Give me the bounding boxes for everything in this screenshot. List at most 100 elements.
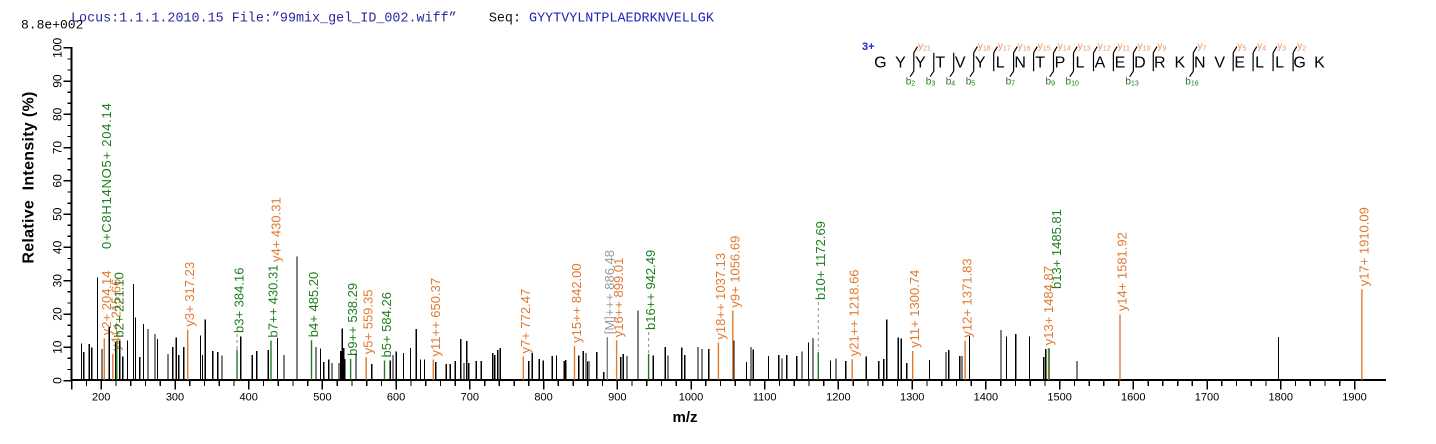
- svg-text:y2+ 204.14: y2+ 204.14: [99, 270, 114, 335]
- svg-text:E: E: [1115, 55, 1126, 72]
- svg-text:G: G: [874, 55, 886, 72]
- svg-text:20: 20: [50, 307, 64, 321]
- svg-text:y9: y9: [1158, 41, 1167, 52]
- svg-text:b10: b10: [1066, 77, 1079, 88]
- svg-text:y9+ 1056.69: y9+ 1056.69: [727, 236, 742, 308]
- svg-text:b3+ 384.16: b3+ 384.16: [232, 268, 247, 333]
- svg-text:0: 0: [50, 377, 64, 384]
- svg-text:90: 90: [50, 74, 64, 88]
- svg-text:1400: 1400: [974, 392, 998, 404]
- svg-text:y11+ 1300.74: y11+ 1300.74: [907, 270, 922, 348]
- svg-text:1500: 1500: [1047, 392, 1071, 404]
- svg-text:y7: y7: [1198, 41, 1207, 52]
- svg-text:200: 200: [92, 392, 110, 404]
- svg-text:30: 30: [50, 274, 64, 288]
- svg-text:0+C8H14NO5+ 204.14: 0+C8H14NO5+ 204.14: [99, 103, 114, 249]
- svg-text:T: T: [935, 55, 945, 72]
- svg-text:70: 70: [50, 141, 64, 155]
- svg-text:b5+ 584.26: b5+ 584.26: [379, 292, 394, 357]
- svg-text:y13: y13: [1078, 41, 1091, 52]
- svg-text:y18: y18: [978, 41, 991, 52]
- svg-text:b16: b16: [1185, 77, 1198, 88]
- svg-text:y21: y21: [918, 41, 931, 52]
- svg-text:y15: y15: [1038, 41, 1051, 52]
- svg-text:60: 60: [50, 174, 64, 188]
- svg-text:y14: y14: [1058, 41, 1071, 52]
- svg-text:b13+ 1485.81: b13+ 1485.81: [1049, 209, 1064, 289]
- svg-text:8.8e+002: 8.8e+002: [21, 18, 83, 33]
- svg-text:b3: b3: [926, 77, 936, 88]
- svg-text:1000: 1000: [679, 392, 703, 404]
- svg-text:1100: 1100: [753, 392, 777, 404]
- svg-text:y11++ 650.37: y11++ 650.37: [428, 278, 443, 357]
- svg-text:m/z: m/z: [673, 409, 698, 426]
- svg-text:G: G: [1293, 55, 1305, 72]
- svg-text:A: A: [1095, 55, 1106, 72]
- svg-text:Locus:1.1.1.2010.15 File:”99mi: Locus:1.1.1.2010.15 File:”99mix_gel_ID_0…: [71, 12, 715, 27]
- svg-text:y4: y4: [1257, 41, 1266, 52]
- svg-text:y14+ 1581.92: y14+ 1581.92: [1115, 232, 1130, 311]
- svg-text:N: N: [1194, 55, 1206, 72]
- svg-text:[M]+++ 886.48: [M]+++ 886.48: [602, 250, 617, 334]
- svg-text:y18++ 1037.13: y18++ 1037.13: [713, 253, 728, 340]
- svg-text:y12+ 1371.83: y12+ 1371.83: [960, 258, 975, 337]
- svg-text:N: N: [1014, 55, 1026, 72]
- svg-text:L: L: [1275, 55, 1284, 72]
- svg-text:y17: y17: [998, 41, 1011, 52]
- svg-text:Y: Y: [975, 55, 986, 72]
- svg-text:b16++ 942.49: b16++ 942.49: [643, 250, 658, 330]
- svg-text:y5+ 559.35: y5+ 559.35: [361, 289, 376, 354]
- svg-text:y10: y10: [1138, 41, 1151, 52]
- svg-text:y4+ 430.31: y4+ 430.31: [269, 197, 284, 262]
- svg-text:y21++ 1218.66: y21++ 1218.66: [847, 269, 862, 356]
- svg-text:10: 10: [50, 340, 64, 354]
- svg-text:D: D: [1134, 55, 1146, 72]
- svg-text:y17+ 1910.09: y17+ 1910.09: [1356, 207, 1371, 286]
- svg-text:400: 400: [240, 392, 258, 404]
- svg-text:y15++ 842.00: y15++ 842.00: [569, 263, 584, 343]
- svg-text:y5: y5: [1237, 41, 1246, 52]
- svg-text:b4: b4: [946, 77, 956, 88]
- svg-text:L: L: [996, 55, 1005, 72]
- svg-text:y12: y12: [1098, 41, 1111, 52]
- svg-text:b9: b9: [1046, 77, 1056, 88]
- svg-text:y16: y16: [1018, 41, 1031, 52]
- svg-text:1300: 1300: [900, 392, 924, 404]
- svg-text:b2: b2: [906, 77, 916, 88]
- svg-text:40: 40: [50, 240, 64, 254]
- svg-text:y2: y2: [1297, 41, 1306, 52]
- svg-text:y3+ 317.23: y3+ 317.23: [182, 262, 197, 327]
- svg-text:V: V: [955, 55, 966, 72]
- svg-text:P: P: [1055, 55, 1066, 72]
- svg-text:Relative Intensity (%): Relative Intensity (%): [21, 91, 38, 263]
- svg-text:b7: b7: [1006, 77, 1016, 88]
- svg-text:500: 500: [313, 392, 331, 404]
- svg-text:1900: 1900: [1342, 392, 1366, 404]
- svg-text:T: T: [1035, 55, 1045, 72]
- svg-text:Y: Y: [915, 55, 926, 72]
- svg-text:y13+ 1484.87: y13+ 1484.87: [1041, 266, 1056, 345]
- svg-text:b2+ 221.10: b2+ 221.10: [111, 272, 126, 337]
- svg-text:V: V: [1214, 55, 1225, 72]
- svg-text:b13: b13: [1125, 77, 1138, 88]
- svg-text:700: 700: [461, 392, 479, 404]
- svg-text:E: E: [1234, 55, 1245, 72]
- svg-text:y3: y3: [1277, 41, 1286, 52]
- svg-text:80: 80: [50, 107, 64, 121]
- svg-text:b7++ 430.31: b7++ 430.31: [266, 265, 281, 338]
- svg-text:b4+ 485.20: b4+ 485.20: [306, 272, 321, 337]
- svg-text:b5: b5: [966, 77, 976, 88]
- svg-text:3+: 3+: [862, 41, 875, 53]
- svg-text:Y: Y: [895, 55, 906, 72]
- svg-text:800: 800: [534, 392, 552, 404]
- svg-text:1600: 1600: [1121, 392, 1145, 404]
- svg-text:100: 100: [50, 37, 64, 57]
- svg-text:1700: 1700: [1195, 392, 1219, 404]
- svg-text:L: L: [1255, 55, 1264, 72]
- svg-text:K: K: [1314, 55, 1325, 72]
- svg-text:1800: 1800: [1269, 392, 1293, 404]
- svg-text:y4++ 215.66: y4++ 215.66: [109, 279, 124, 351]
- svg-text:L: L: [1076, 55, 1085, 72]
- svg-text:R: R: [1154, 55, 1166, 72]
- svg-text:y11: y11: [1118, 41, 1130, 52]
